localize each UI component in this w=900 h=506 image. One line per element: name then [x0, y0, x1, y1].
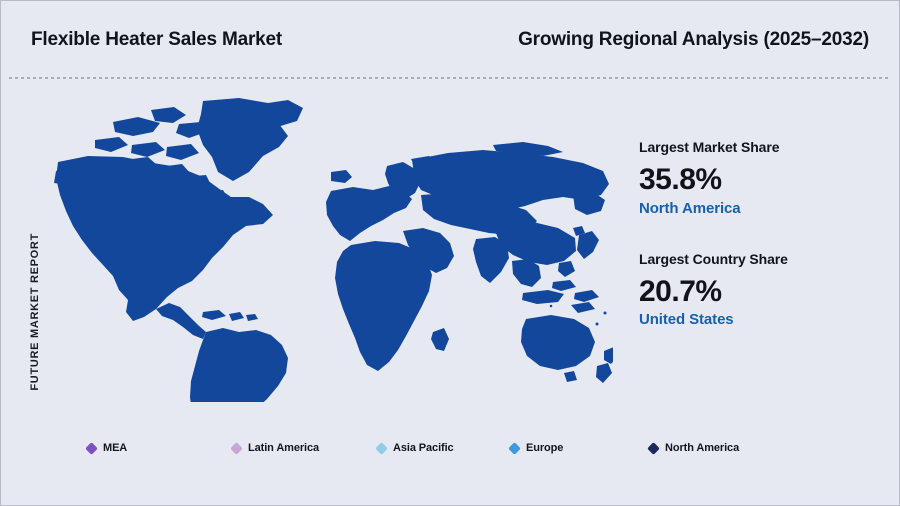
legend-diamond-icon — [375, 441, 388, 455]
stat-label: Largest Country Share — [639, 250, 788, 267]
legend-item-label: North America — [665, 442, 740, 454]
legend-diamond-icon — [230, 441, 243, 455]
stat-block-country-share: Largest Country Share 20.7% United State… — [639, 251, 879, 329]
legend-diamond-icon — [508, 441, 521, 455]
legend-item-label: MEA — [103, 442, 128, 454]
legend-item-latin-america: Latin America — [230, 441, 320, 455]
stats-panel: Largest Market Share 35.8% North America… — [639, 139, 879, 328]
legend-item-label: Latin America — [248, 442, 320, 454]
stat-region: United States — [639, 311, 734, 328]
header-divider — [9, 77, 891, 79]
world-map — [53, 97, 613, 402]
stat-label: Largest Market Share — [639, 139, 780, 155]
stat-block-market-share: Largest Market Share 35.8% North America — [639, 139, 879, 217]
watermark-label: FUTURE MARKET REPORT — [29, 233, 41, 391]
page-subtitle: Growing Regional Analysis (2025–2032) — [518, 28, 869, 50]
legend-diamond-icon — [647, 441, 660, 455]
legend-item-label: Asia Pacific — [393, 442, 454, 454]
stat-value: 35.8% — [639, 163, 722, 196]
legend-item-north-america: North America — [647, 441, 740, 455]
legend-item-europe: Europe — [508, 441, 564, 455]
legend-diamond-icon — [85, 441, 98, 455]
legend-item-asia-pacific: Asia Pacific — [375, 441, 454, 455]
legend-item-label: Europe — [526, 442, 564, 454]
stat-value: 20.7% — [639, 274, 722, 308]
stat-region: North America — [639, 199, 741, 217]
map-landmass-group — [54, 98, 613, 402]
legend-item-mea: MEA — [85, 441, 128, 455]
header: Flexible Heater Sales Market Growing Reg… — [1, 1, 899, 78]
page-title: Flexible Heater Sales Market — [31, 28, 283, 50]
